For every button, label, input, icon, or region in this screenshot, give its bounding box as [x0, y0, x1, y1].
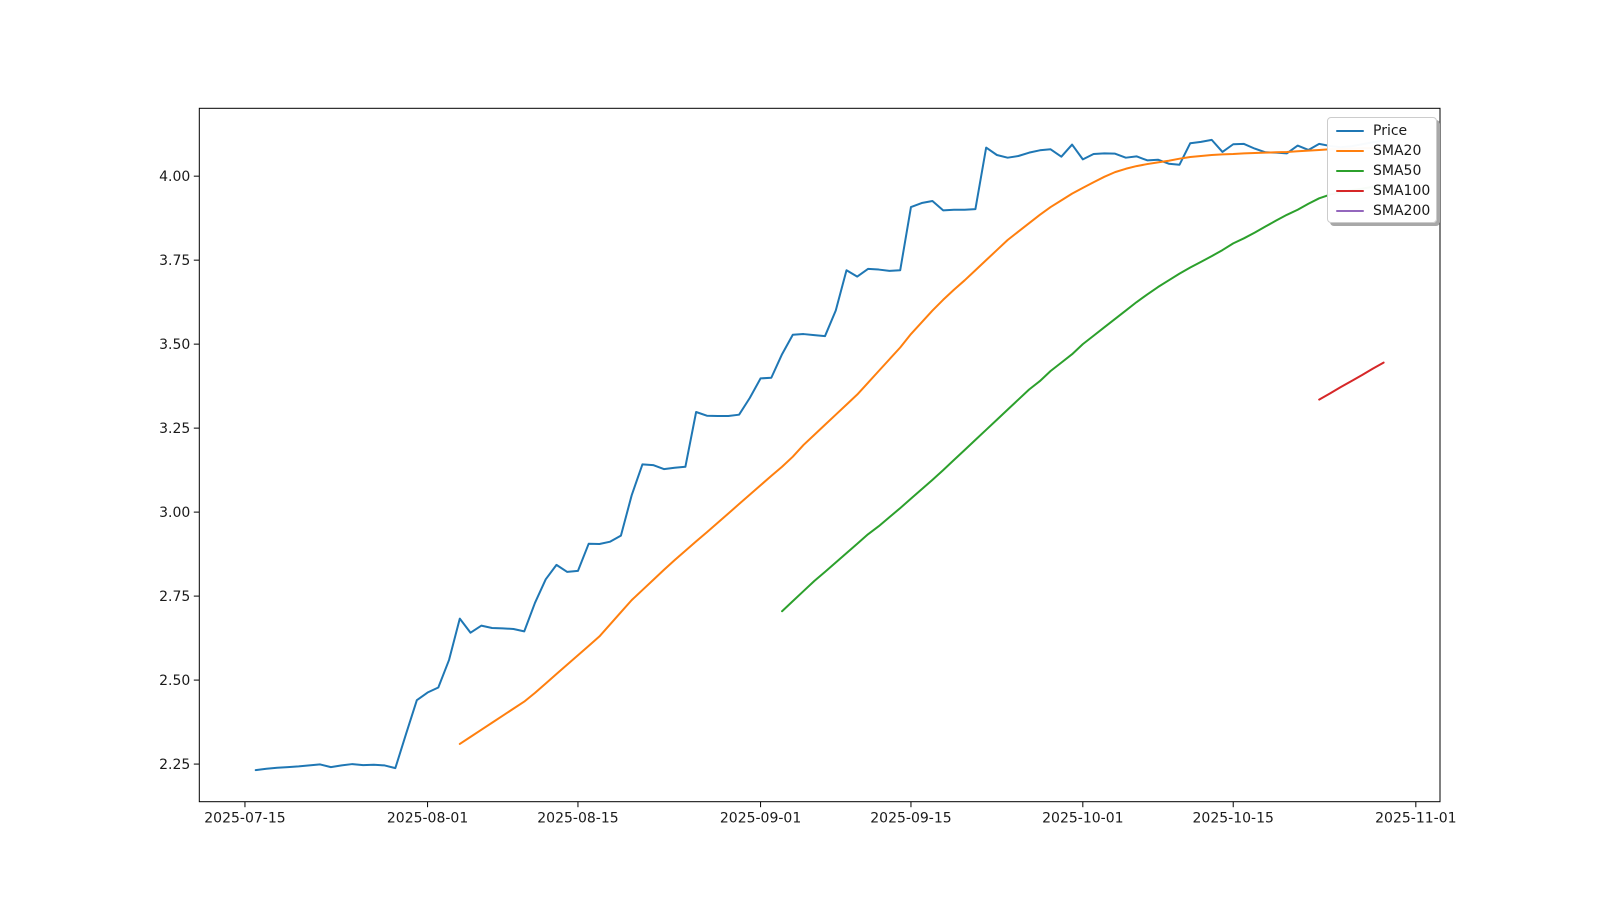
x-tick-label: 2025-10-01 [1042, 811, 1123, 827]
x-tick-label: 2025-10-15 [1193, 811, 1274, 827]
plot-spines [198, 107, 1441, 803]
legend-item-price: Price [1336, 121, 1436, 141]
legend-line-sample-sma200 [1336, 209, 1364, 213]
series-line-sma20 [458, 146, 1385, 745]
legend-item-sma100: SMA100 [1336, 181, 1436, 201]
y-tick-label: 2.50 [159, 673, 190, 689]
legend-label-sma50: SMA50 [1373, 163, 1422, 179]
x-tick-label: 2025-08-01 [387, 811, 468, 827]
legend: Price SMA20 SMA50 SMA100 SMA200 [1327, 117, 1437, 223]
legend-line-sample-sma50 [1336, 169, 1364, 173]
y-tick-label: 3.75 [159, 253, 190, 269]
x-tick-label: 2025-11-01 [1375, 811, 1456, 827]
series-line-sma100 [1318, 361, 1385, 401]
x-tick-label: 2025-09-15 [870, 811, 951, 827]
legend-label-price: Price [1373, 123, 1408, 139]
legend-item-sma20: SMA20 [1336, 141, 1436, 161]
legend-item-sma50: SMA50 [1336, 161, 1436, 181]
y-tick-label: 4.00 [159, 169, 190, 185]
y-tick-label: 3.25 [159, 421, 190, 437]
legend-item-sma200: SMA200 [1336, 201, 1436, 221]
y-tick-label: 3.00 [159, 505, 190, 521]
y-tick-label: 2.25 [159, 757, 190, 773]
y-tick-label: 2.75 [159, 589, 190, 605]
legend-line-sample-sma20 [1336, 149, 1364, 153]
x-tick-label: 2025-07-15 [204, 811, 285, 827]
x-tick-label: 2025-09-01 [720, 811, 801, 827]
legend-label-sma20: SMA20 [1373, 143, 1422, 159]
series-line-sma50 [781, 184, 1385, 613]
legend-line-sample-price [1336, 129, 1364, 133]
legend-label-sma100: SMA100 [1373, 183, 1431, 199]
series-line-price [254, 138, 1385, 772]
legend-line-sample-sma100 [1336, 189, 1364, 193]
legend-label-sma200: SMA200 [1373, 203, 1431, 219]
x-tick-label: 2025-08-15 [537, 811, 618, 827]
y-tick-label: 3.50 [159, 337, 190, 353]
